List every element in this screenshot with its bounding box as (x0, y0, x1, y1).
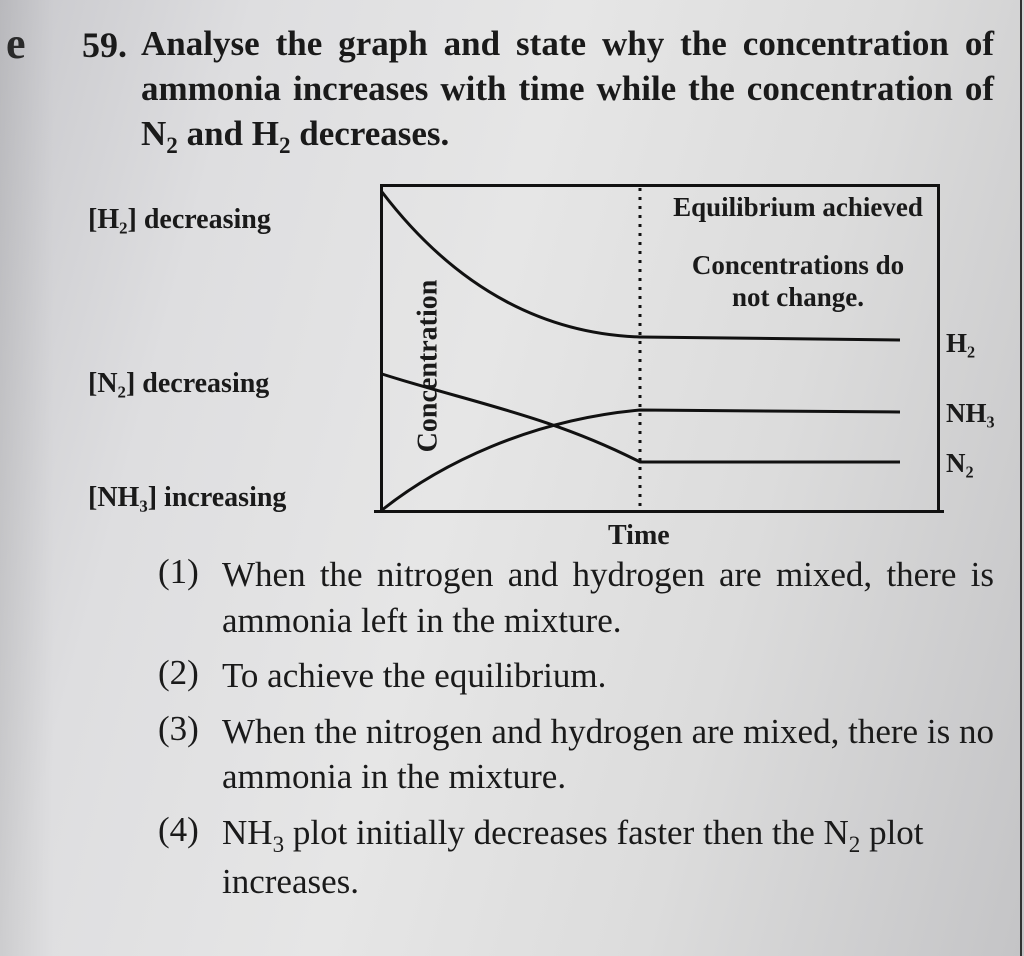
label-equilibrium-achieved: Equilibrium achieved (662, 192, 934, 224)
option-4-num: (4) (158, 810, 210, 850)
page: 59. Analyse the graph and state why the … (54, 0, 1022, 956)
option-2-text: To achieve the equilibrium. (222, 653, 606, 699)
no-change-l2: not change. (732, 282, 864, 312)
option-3-num: (3) (158, 709, 210, 749)
curves-svg (380, 184, 940, 510)
no-change-l1: Concentrations do (692, 250, 904, 280)
question-text: Analyse the graph and state why the conc… (141, 22, 994, 160)
x-axis-label: Time (608, 520, 670, 552)
question-block: 59. Analyse the graph and state why the … (82, 22, 994, 160)
label-h2-decreasing: [H₂] decreasing (88, 204, 271, 236)
option-3-text: When the nitrogen and hydrogen are mixed… (222, 709, 994, 800)
x-axis (374, 510, 944, 513)
option-2: (2) To achieve the equilibrium. (158, 653, 994, 699)
options-list: (1) When the nitrogen and hydrogen are m… (82, 552, 994, 904)
option-2-num: (2) (158, 653, 210, 693)
equilibrium-graph: [H₂] decreasing [N₂] decreasing [NH₃] in… (88, 180, 958, 540)
label-n2-decreasing: [N₂] decreasing (88, 368, 269, 400)
option-3: (3) When the nitrogen and hydrogen are m… (158, 709, 994, 800)
option-4-text: NH3 plot initially decreases faster then… (222, 810, 994, 905)
option-1-text: When the nitrogen and hydrogen are mixed… (222, 552, 994, 643)
label-nh3-increasing: [NH₃] increasing (88, 482, 286, 514)
line-label-nh3: NH₃ (946, 398, 995, 429)
question-number: 59. (82, 22, 127, 160)
line-label-n2: N₂ (946, 448, 974, 479)
edge-left-letter: e (6, 18, 26, 69)
label-no-change: Concentrations do not change. (664, 250, 932, 314)
option-1-num: (1) (158, 552, 210, 592)
option-4: (4) NH3 plot initially decreases faster … (158, 810, 994, 905)
line-label-h2: H₂ (946, 328, 975, 359)
left-gutter (0, 0, 54, 956)
option-1: (1) When the nitrogen and hydrogen are m… (158, 552, 994, 643)
